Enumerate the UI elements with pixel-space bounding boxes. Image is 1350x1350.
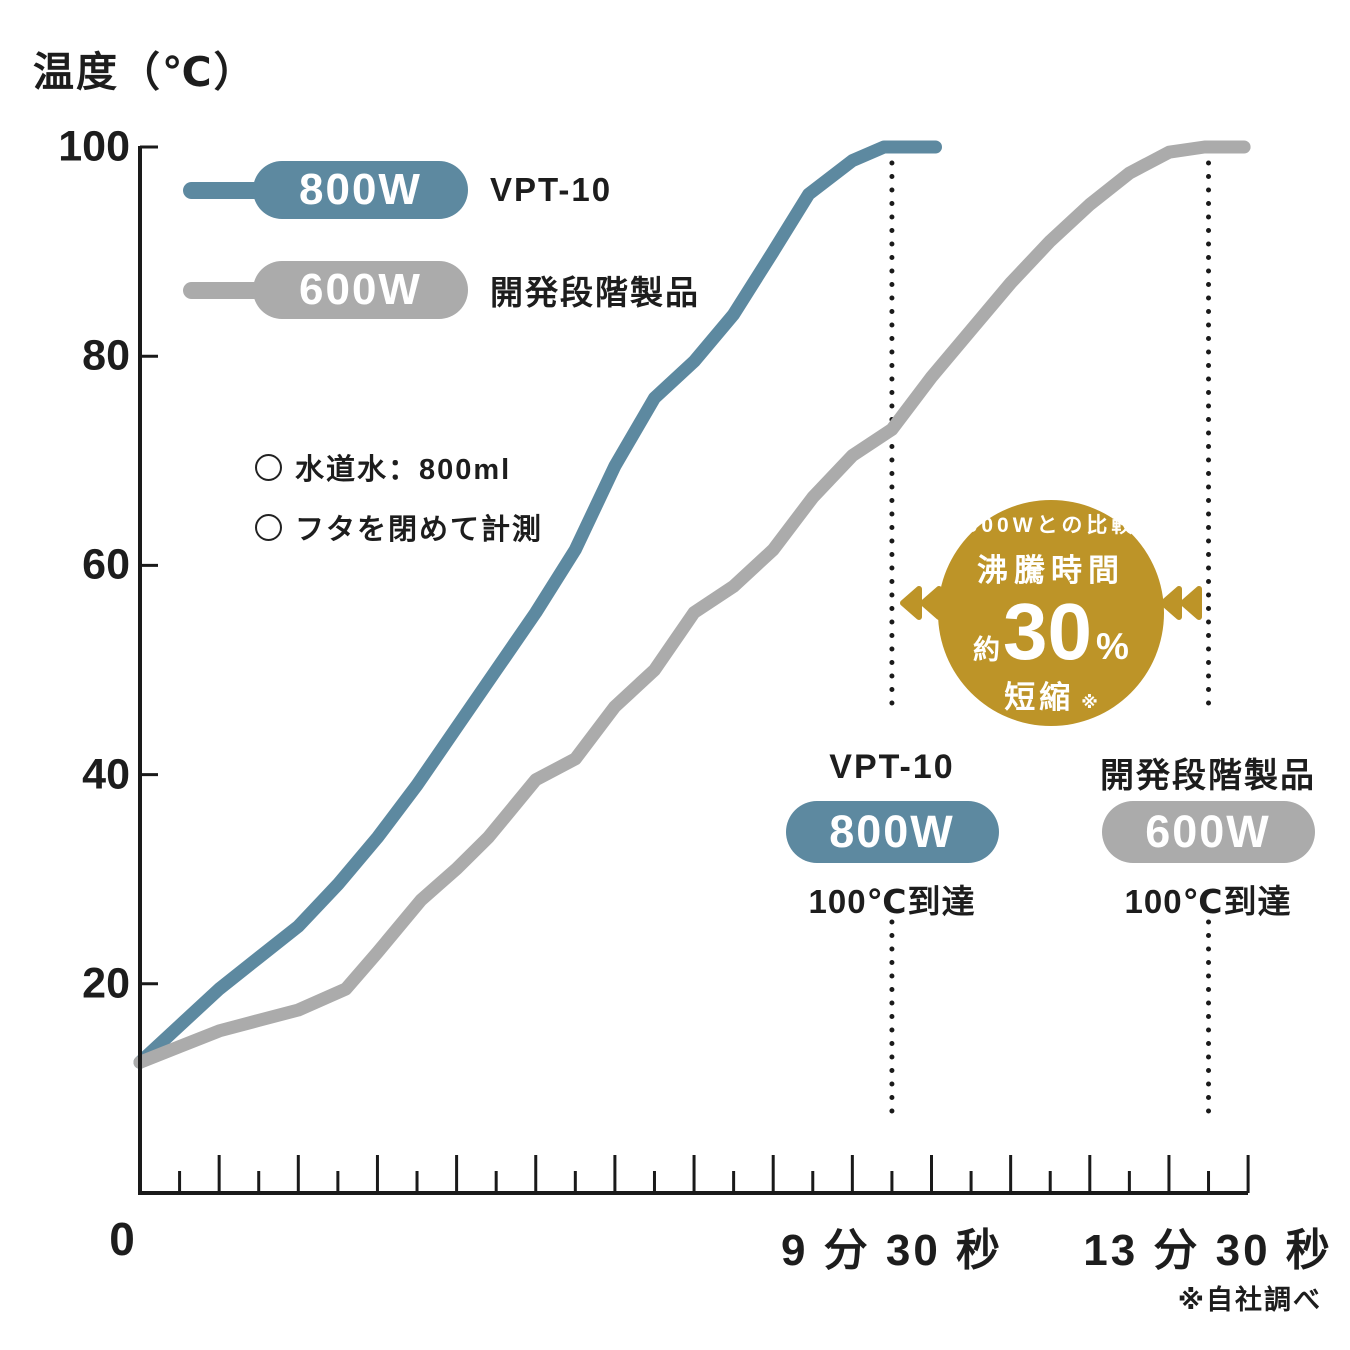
series-line-600w bbox=[133, 140, 1251, 1069]
legend-pill-800w: 800W bbox=[253, 161, 468, 219]
badge-comparison-text: 600Wとの比較 bbox=[965, 514, 1137, 537]
series-line-800w bbox=[133, 140, 942, 1069]
legend-line-stub-600w bbox=[183, 281, 275, 299]
chevron-right-group-icon-1 bbox=[1160, 586, 1182, 620]
chevron-left-icon-1 bbox=[900, 586, 922, 620]
legend-pill-600w: 600W bbox=[253, 261, 468, 319]
reach-pill-600w: 600W bbox=[1101, 801, 1315, 863]
badge-percent-sign: % bbox=[1096, 626, 1129, 667]
note-lid-closed: フタを閉めて計測 bbox=[255, 506, 543, 548]
reach-pill-800w: 800W bbox=[785, 801, 999, 863]
legend-label-dev-product: 開発段階製品 bbox=[490, 274, 700, 311]
note-water-volume: 水道水：800ml bbox=[255, 446, 511, 488]
x-axis-origin-label: 0 bbox=[109, 1213, 135, 1265]
chevron-right-group-icon-2 bbox=[1180, 586, 1202, 620]
badge-reduction-row: 短縮 ※ bbox=[1004, 672, 1098, 717]
reach-model-vpt10: VPT-10 bbox=[829, 748, 955, 786]
badge-approx-text: 約 bbox=[973, 635, 1001, 665]
badge-reduction-text: 短縮 bbox=[1004, 680, 1075, 715]
footnote-disclaimer: ※自社調べ bbox=[1177, 1285, 1322, 1315]
legend-item-800w: 800W VPT-10 bbox=[183, 161, 612, 219]
legend-label-vpt10: VPT-10 bbox=[490, 171, 613, 208]
legend-item-600w: 600W 開発段階製品 bbox=[183, 261, 700, 319]
badge-boiling-time-text: 沸騰時間 bbox=[977, 553, 1125, 588]
badge-asterisk: ※ bbox=[1081, 693, 1098, 712]
y-tick-label: 20 bbox=[82, 959, 130, 1008]
y-tick-label: 40 bbox=[82, 750, 130, 799]
badge-value-row: 約 30 % bbox=[973, 592, 1129, 672]
x-axis-label-930: 9 分 30 秒 bbox=[780, 1226, 1004, 1275]
reach-temp-600w: 100℃到達 bbox=[1124, 883, 1292, 920]
chart-title: 温度（℃） bbox=[33, 49, 257, 95]
badge-percent-value: 30 bbox=[1003, 587, 1093, 676]
reach-temp-800w: 100℃到達 bbox=[808, 883, 976, 920]
y-tick-label: 80 bbox=[82, 331, 130, 380]
legend-line-stub-800w bbox=[183, 181, 275, 199]
y-tick-label: 60 bbox=[82, 540, 130, 589]
y-tick-label: 100 bbox=[58, 122, 130, 171]
circle-bullet-icon bbox=[255, 453, 282, 481]
reach-model-dev-product: 開発段階製品 bbox=[1100, 757, 1316, 795]
chevron-left-icon-2 bbox=[920, 586, 942, 620]
reach-annotation-600w: 開発段階製品 600W 100℃到達 bbox=[1048, 748, 1350, 923]
reach-annotation-800w: VPT-10 800W 100℃到達 bbox=[732, 748, 1052, 923]
circle-bullet-icon bbox=[255, 513, 282, 541]
time-reduction-badge: 600Wとの比較 沸騰時間 約 30 % 短縮 ※ bbox=[938, 500, 1164, 726]
x-axis-label-1330: 13 分 30 秒 bbox=[1083, 1226, 1333, 1275]
